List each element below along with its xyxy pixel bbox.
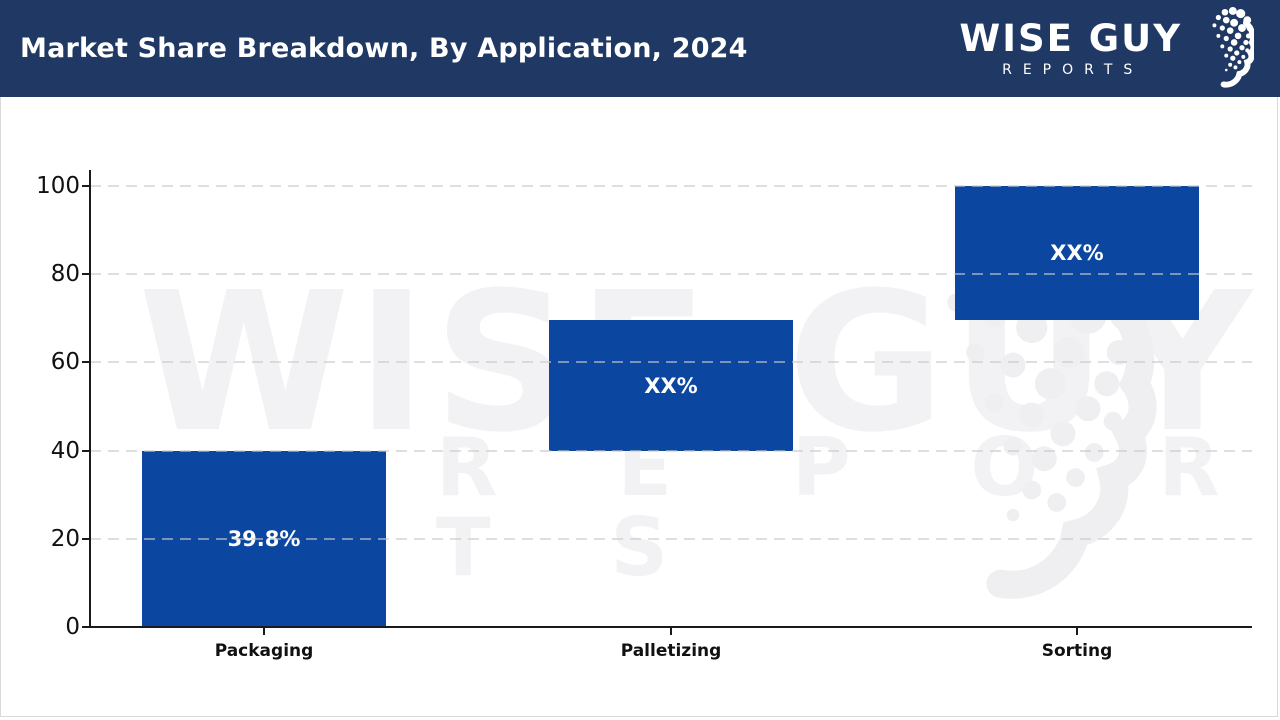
y-tick-mark bbox=[82, 449, 91, 452]
y-tick-mark bbox=[82, 185, 91, 187]
y-tick-label: 40 bbox=[50, 437, 80, 464]
y-tick-mark bbox=[82, 361, 91, 364]
y-tick-label: 80 bbox=[50, 261, 80, 288]
y-tick-mark bbox=[82, 626, 91, 628]
y-axis-line bbox=[89, 170, 91, 628]
gridline bbox=[90, 449, 1252, 452]
y-tick-label: 100 bbox=[36, 173, 80, 199]
y-tick-label: 60 bbox=[50, 349, 80, 376]
x-category-label-sorting: Sorting bbox=[1041, 641, 1113, 661]
y-tick-mark bbox=[82, 537, 91, 540]
wiseguy-logo-wordmark: WISE GUY bbox=[959, 17, 1182, 60]
x-tick-mark bbox=[670, 627, 672, 635]
header-band: Market Share Breakdown, By Application, … bbox=[0, 0, 1280, 97]
gridline bbox=[90, 185, 1252, 187]
bar-value-label: XX% bbox=[644, 373, 698, 398]
bar-palletizing: XX% bbox=[549, 319, 793, 452]
x-category-label-packaging: Packaging bbox=[214, 641, 314, 661]
page-title: Market Share Breakdown, By Application, … bbox=[20, 33, 748, 64]
x-category-label-palletizing: Palletizing bbox=[620, 641, 722, 661]
gridline bbox=[90, 537, 1252, 540]
bar-value-label: XX% bbox=[1050, 240, 1104, 265]
gridline bbox=[90, 273, 1252, 276]
wiseguy-face-icon bbox=[1212, 6, 1254, 88]
wiseguy-logo: WISE GUY REPORTS bbox=[959, 6, 1254, 91]
gridline bbox=[90, 361, 1252, 364]
wiseguy-logo-text: WISE GUY REPORTS bbox=[959, 20, 1182, 77]
y-tick-label: 0 bbox=[65, 614, 80, 640]
y-tick-mark bbox=[82, 273, 91, 276]
x-tick-mark bbox=[1076, 627, 1078, 635]
y-tick-label: 20 bbox=[50, 525, 80, 552]
bar-sorting: XX% bbox=[955, 186, 1199, 320]
wiseguy-logo-subtitle: REPORTS bbox=[1002, 62, 1144, 78]
x-tick-mark bbox=[263, 627, 265, 635]
